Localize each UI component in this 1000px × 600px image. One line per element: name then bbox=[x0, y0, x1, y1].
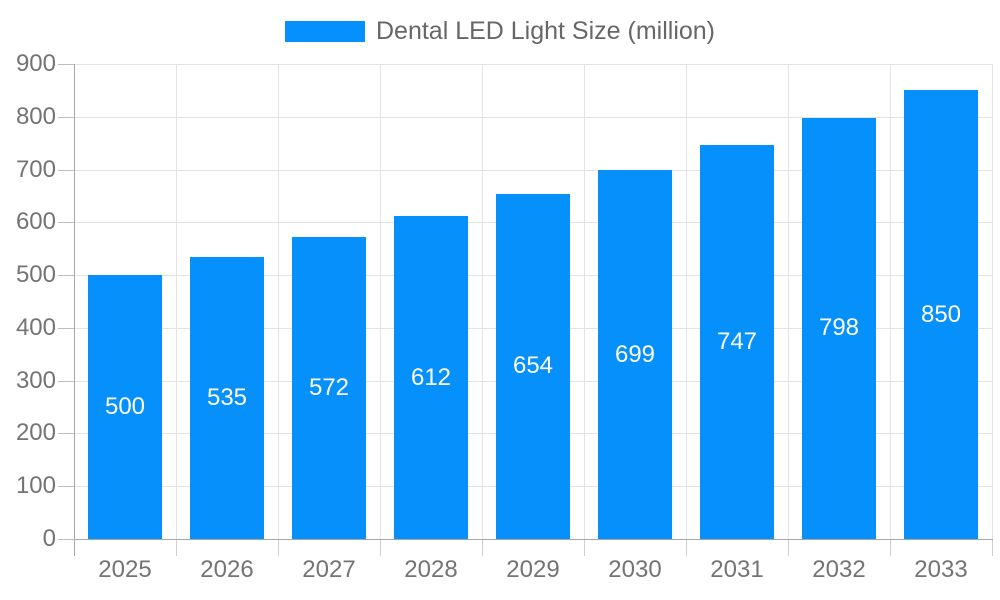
x-axis-tick bbox=[992, 540, 993, 556]
bar-value-label: 654 bbox=[512, 352, 554, 380]
x-axis-tick bbox=[686, 540, 687, 556]
bar: 654 bbox=[496, 193, 570, 539]
x-tick-label: 2028 bbox=[404, 556, 458, 583]
x-gridline bbox=[788, 64, 789, 539]
x-tick-label: 2026 bbox=[200, 556, 254, 583]
y-tick-label: 300 bbox=[15, 366, 56, 394]
y-axis-line bbox=[74, 64, 75, 556]
x-axis-line bbox=[74, 539, 993, 540]
x-tick-label: 2032 bbox=[812, 556, 866, 583]
bar-value-label: 572 bbox=[308, 374, 350, 402]
y-axis-tick bbox=[58, 486, 74, 488]
y-gridline bbox=[74, 64, 992, 65]
x-tick-label: 2031 bbox=[710, 556, 764, 583]
x-gridline bbox=[686, 64, 687, 539]
x-gridline bbox=[482, 64, 483, 539]
legend-swatch bbox=[284, 21, 365, 42]
y-axis-tick bbox=[58, 275, 74, 277]
y-axis-tick bbox=[58, 64, 74, 65]
y-axis-tick bbox=[58, 222, 74, 224]
y-axis-tick bbox=[58, 433, 74, 435]
legend-item[interactable]: Dental LED Light Size (million) bbox=[284, 17, 716, 46]
x-gridline bbox=[176, 64, 177, 539]
bar: 850 bbox=[904, 90, 978, 539]
legend-label: Dental LED Light Size (million) bbox=[375, 17, 716, 45]
y-tick-label: 100 bbox=[15, 472, 56, 500]
y-tick-label: 900 bbox=[15, 50, 56, 77]
bar-value-label: 500 bbox=[104, 393, 146, 421]
bar-value-label: 747 bbox=[716, 327, 758, 355]
bar-value-label: 612 bbox=[410, 363, 452, 391]
bar: 535 bbox=[190, 256, 264, 539]
y-axis-tick bbox=[58, 327, 74, 329]
y-gridline bbox=[74, 116, 992, 118]
y-tick-label: 800 bbox=[15, 102, 56, 130]
y-axis-tick bbox=[58, 539, 74, 540]
x-tick-label: 2033 bbox=[914, 556, 968, 583]
x-tick-label: 2027 bbox=[302, 556, 356, 583]
x-axis-tick bbox=[482, 540, 483, 556]
bar-value-label: 850 bbox=[920, 300, 962, 328]
x-axis-tick bbox=[176, 540, 177, 556]
bar-value-label: 699 bbox=[614, 340, 656, 368]
x-axis-tick bbox=[278, 540, 279, 556]
x-axis-tick bbox=[890, 540, 891, 556]
x-axis-tick bbox=[788, 540, 789, 556]
y-tick-label: 700 bbox=[15, 155, 56, 183]
bar-value-label: 535 bbox=[206, 383, 248, 411]
x-axis-tick bbox=[380, 540, 381, 556]
x-tick-label: 2025 bbox=[98, 556, 152, 583]
x-tick-label: 2030 bbox=[608, 556, 662, 583]
y-tick-label: 500 bbox=[15, 261, 56, 289]
y-axis-tick bbox=[58, 169, 74, 171]
y-tick-label: 0 bbox=[42, 525, 56, 552]
bar-value-label: 798 bbox=[818, 314, 860, 342]
bar: 747 bbox=[700, 144, 774, 539]
x-gridline bbox=[278, 64, 279, 539]
x-tick-label: 2029 bbox=[506, 556, 560, 583]
y-tick-label: 600 bbox=[15, 208, 56, 236]
x-gridline bbox=[890, 64, 891, 539]
bar: 572 bbox=[292, 237, 366, 539]
bar: 699 bbox=[598, 170, 672, 539]
y-tick-label: 200 bbox=[15, 419, 56, 447]
x-gridline bbox=[584, 64, 585, 539]
y-gridline bbox=[74, 169, 992, 171]
x-gridline bbox=[992, 64, 993, 539]
bar: 500 bbox=[88, 275, 162, 539]
y-tick-label: 400 bbox=[15, 313, 56, 341]
x-gridline bbox=[380, 64, 381, 539]
bar: 798 bbox=[802, 117, 876, 539]
y-axis-tick bbox=[58, 380, 74, 382]
x-axis-tick bbox=[584, 540, 585, 556]
y-axis-tick bbox=[58, 116, 74, 118]
bar: 612 bbox=[394, 216, 468, 539]
